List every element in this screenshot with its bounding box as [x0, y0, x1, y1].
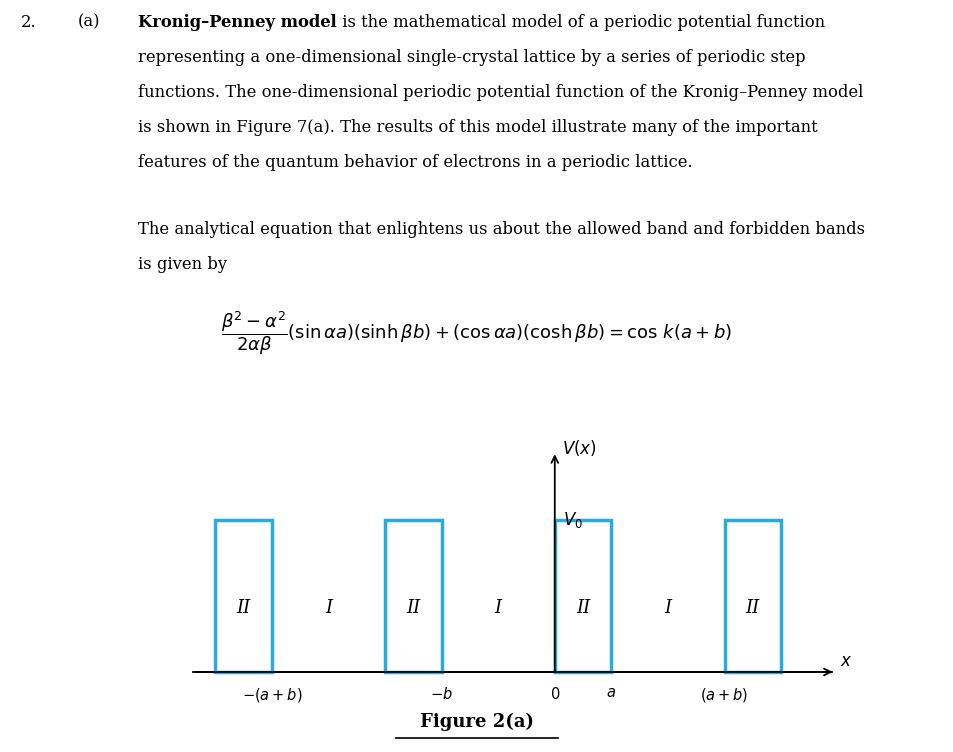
Text: representing a one-dimensional single-crystal lattice by a series of periodic st: representing a one-dimensional single-cr… [138, 49, 805, 65]
Text: Kronig–Penney model: Kronig–Penney model [138, 14, 336, 31]
Bar [215, 520, 272, 672]
Text: Figure 2(a): Figure 2(a) [419, 713, 534, 731]
Text: $0$: $0$ [549, 686, 559, 702]
Text: $(a+b)$: $(a+b)$ [700, 686, 748, 704]
Text: $a$: $a$ [606, 686, 616, 699]
Text: $V_0$: $V_0$ [562, 510, 582, 530]
Text: is shown in Figure 7(a). The results of this model illustrate many of the import: is shown in Figure 7(a). The results of … [138, 119, 817, 136]
Text: $x$: $x$ [840, 653, 852, 670]
Text: $\dfrac{\beta^2 - \alpha^2}{2\alpha\beta}$$(\sin \alpha a)(\sinh \beta b) + (\co: $\dfrac{\beta^2 - \alpha^2}{2\alpha\beta… [221, 310, 732, 357]
Text: is the mathematical model of a periodic potential function: is the mathematical model of a periodic … [336, 14, 824, 31]
Bar [555, 520, 611, 672]
Text: I: I [494, 599, 501, 617]
Bar [723, 520, 781, 672]
Text: 2.: 2. [21, 14, 36, 31]
Text: II: II [745, 599, 760, 617]
Text: The analytical equation that enlightens us about the allowed band and forbidden : The analytical equation that enlightens … [138, 221, 864, 238]
Text: features of the quantum behavior of electrons in a periodic lattice.: features of the quantum behavior of elec… [138, 154, 692, 171]
Text: II: II [406, 599, 420, 617]
Text: $-b$: $-b$ [430, 686, 453, 702]
Bar [385, 520, 441, 672]
Text: I: I [325, 599, 332, 617]
Text: $-(a+b)$: $-(a+b)$ [241, 686, 302, 704]
Text: II: II [576, 599, 590, 617]
Text: I: I [663, 599, 671, 617]
Text: $V(x)$: $V(x)$ [561, 438, 596, 458]
Text: II: II [236, 599, 251, 617]
Text: functions. The one-dimensional periodic potential function of the Kronig–Penney : functions. The one-dimensional periodic … [138, 84, 862, 101]
Text: (a): (a) [78, 14, 101, 31]
Text: is given by: is given by [138, 256, 227, 273]
